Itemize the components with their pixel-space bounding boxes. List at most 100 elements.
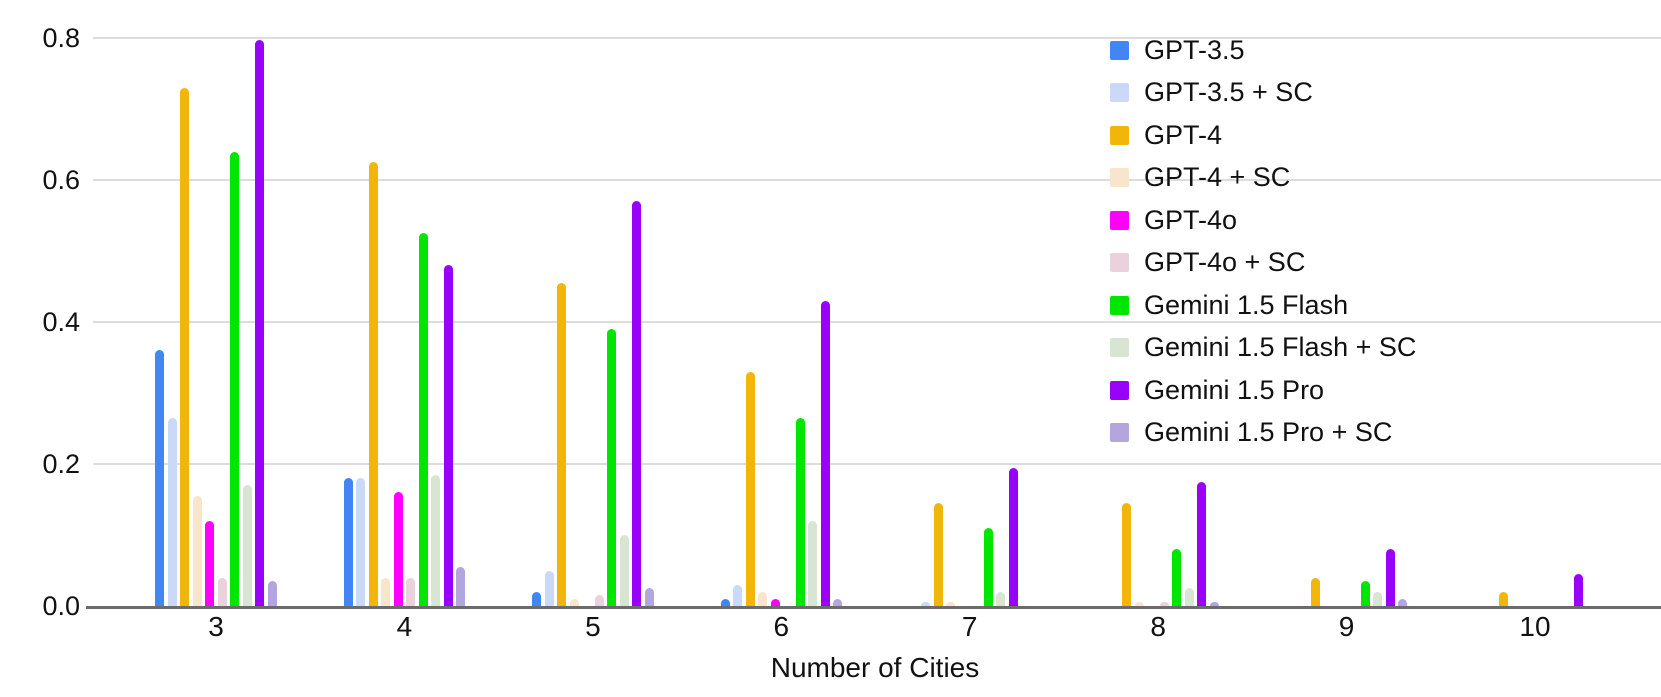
bar-gemini-1.5-pro-sc-cities-6[interactable] [833, 598, 843, 606]
bar-gemini-1.5-flash-cities-3[interactable] [230, 151, 240, 606]
x-tick-label-5: 5 [585, 611, 601, 642]
bar-gemini-1.5-pro-sc-cities-5[interactable] [644, 588, 654, 606]
bar-gpt-4o-sc-cities-3[interactable] [217, 577, 227, 606]
bar-gpt-4-sc-cities-7[interactable] [946, 602, 956, 606]
legend-item-gpt-3.5[interactable]: GPT-3.5 [1110, 34, 1416, 65]
bar-gpt-4o-sc-cities-4[interactable] [406, 577, 416, 606]
legend-item-gemini-1.5-pro-sc[interactable]: Gemini 1.5 Pro + SC [1110, 417, 1416, 447]
bar-gpt-3.5-sc-cities-7[interactable] [921, 602, 931, 606]
bar-gpt-4-sc-cities-4[interactable] [381, 577, 391, 606]
bar-gemini-1.5-flash-cities-4[interactable] [418, 233, 428, 606]
bar-gpt-4-cities-5[interactable] [557, 282, 567, 606]
legend-label-gpt-3.5: GPT-3.5 [1144, 34, 1245, 65]
legend-swatch-gemini-1.5-flash-sc [1110, 338, 1129, 357]
legend-swatch-gpt-3.5 [1110, 40, 1129, 60]
bar-gpt-4o-cities-6[interactable] [770, 598, 780, 606]
legend-label-gpt-4-sc: GPT-4 + SC [1144, 162, 1291, 192]
bar-gpt-3.5-sc-cities-5[interactable] [544, 570, 554, 606]
bar-gemini-1.5-pro-sc-cities-9[interactable] [1398, 598, 1408, 606]
bar-gpt-4o-sc-cities-5[interactable] [594, 595, 604, 606]
bar-gemini-1.5-flash-cities-5[interactable] [607, 329, 617, 606]
bar-gemini-1.5-pro-cities-4[interactable] [443, 265, 453, 606]
y-tick-label-0.6: 0.6 [42, 165, 80, 195]
legend-swatch-gpt-4-sc [1110, 168, 1129, 187]
gridline-0.2 [93, 463, 1661, 465]
bar-gemini-1.5-pro-cities-6[interactable] [820, 300, 830, 606]
x-tick-label-4: 4 [396, 611, 413, 642]
bar-gemini-1.5-pro-cities-5[interactable] [632, 201, 642, 606]
legend-swatch-gpt-3.5-sc [1110, 83, 1129, 102]
x-tick-label-10: 10 [1519, 611, 1551, 642]
bar-gemini-1.5-flash-sc-cities-5[interactable] [619, 535, 629, 606]
bar-gpt-3.5-sc-cities-4[interactable] [356, 478, 366, 606]
x-tick-label-8: 8 [1150, 611, 1166, 642]
bar-gpt-4o-sc-cities-8[interactable] [1159, 602, 1169, 606]
legend-item-gpt-3.5-sc[interactable]: GPT-3.5 + SC [1110, 77, 1416, 107]
legend-swatch-gemini-1.5-flash [1110, 295, 1129, 315]
bar-gemini-1.5-flash-sc-cities-8[interactable] [1184, 588, 1194, 606]
legend-item-gemini-1.5-flash[interactable]: Gemini 1.5 Flash [1110, 289, 1416, 320]
bar-gemini-1.5-flash-sc-cities-9[interactable] [1373, 591, 1383, 606]
bar-gpt-4-sc-cities-3[interactable] [192, 495, 202, 606]
bar-gemini-1.5-flash-cities-9[interactable] [1360, 581, 1370, 606]
legend-swatch-gemini-1.5-pro [1110, 380, 1129, 400]
x-tick-label-6: 6 [773, 611, 790, 642]
bar-gpt-4-sc-cities-5[interactable] [569, 598, 579, 606]
bar-gemini-1.5-pro-cities-7[interactable] [1008, 467, 1018, 606]
bar-gemini-1.5-flash-sc-cities-4[interactable] [431, 474, 441, 606]
bar-gpt-4-cities-10[interactable] [1499, 591, 1509, 606]
bar-gemini-1.5-pro-sc-cities-4[interactable] [456, 566, 466, 606]
bar-gpt-4-cities-8[interactable] [1122, 503, 1132, 606]
legend-item-gpt-4-sc[interactable]: GPT-4 + SC [1110, 162, 1416, 192]
x-tick-label-7: 7 [961, 611, 978, 642]
legend-item-gpt-4[interactable]: GPT-4 [1110, 120, 1416, 150]
bar-gemini-1.5-flash-cities-8[interactable] [1172, 549, 1182, 606]
legend-label-gemini-1.5-flash: Gemini 1.5 Flash [1144, 289, 1349, 320]
legend-swatch-gemini-1.5-pro-sc [1110, 423, 1129, 442]
bar-gpt-4o-cities-3[interactable] [205, 520, 215, 606]
bar-gpt-3.5-sc-cities-6[interactable] [733, 584, 743, 606]
legend-item-gpt-4o[interactable]: GPT-4o [1110, 204, 1416, 235]
bar-gpt-4-cities-7[interactable] [933, 503, 943, 606]
legend-swatch-gpt-4 [1110, 125, 1129, 145]
bar-gemini-1.5-flash-sc-cities-3[interactable] [242, 485, 252, 606]
y-tick-label-0.4: 0.4 [42, 307, 80, 337]
bar-gpt-4-sc-cities-6[interactable] [758, 591, 768, 606]
y-tick-label-0.8: 0.8 [42, 23, 80, 53]
legend-item-gpt-4o-sc[interactable]: GPT-4o + SC [1110, 247, 1416, 277]
bar-gemini-1.5-flash-cities-7[interactable] [983, 527, 993, 606]
y-tick-label-0.2: 0.2 [42, 449, 80, 479]
bar-gemini-1.5-pro-cities-9[interactable] [1385, 549, 1395, 606]
bar-gpt-4o-cities-4[interactable] [393, 492, 403, 606]
bar-gpt-3.5-cities-4[interactable] [343, 478, 353, 606]
gridline-0.4 [93, 321, 1661, 323]
x-axis-title: Number of Cities [770, 652, 980, 683]
bar-gemini-1.5-flash-sc-cities-7[interactable] [996, 591, 1006, 606]
bar-gpt-3.5-cities-3[interactable] [155, 350, 165, 606]
bar-gemini-1.5-pro-cities-10[interactable] [1574, 574, 1584, 606]
legend-label-gpt-3.5-sc: GPT-3.5 + SC [1144, 77, 1313, 107]
bar-gpt-4-cities-3[interactable] [180, 87, 190, 606]
bar-gemini-1.5-flash-cities-6[interactable] [795, 417, 805, 606]
bar-gemini-1.5-pro-sc-cities-8[interactable] [1209, 602, 1219, 606]
bar-gpt-4-cities-6[interactable] [745, 371, 755, 606]
bar-gpt-4-cities-9[interactable] [1310, 577, 1320, 606]
bar-gemini-1.5-flash-sc-cities-6[interactable] [808, 520, 818, 606]
x-axis-line [86, 606, 1661, 609]
bar-gpt-3.5-sc-cities-3[interactable] [167, 417, 177, 606]
legend-item-gemini-1.5-flash-sc[interactable]: Gemini 1.5 Flash + SC [1110, 332, 1417, 362]
bar-gemini-1.5-pro-cities-8[interactable] [1197, 481, 1207, 606]
bar-gemini-1.5-pro-cities-3[interactable] [255, 40, 265, 606]
legend-label-gpt-4o: GPT-4o [1144, 204, 1238, 235]
x-tick-label-3: 3 [208, 611, 224, 642]
bar-gpt-4-sc-cities-8[interactable] [1134, 602, 1144, 606]
bar-gpt-4-cities-4[interactable] [368, 162, 378, 606]
bar-gpt-3.5-cities-6[interactable] [720, 598, 730, 606]
bar-gemini-1.5-pro-sc-cities-3[interactable] [267, 581, 277, 606]
bar-gpt-3.5-cities-5[interactable] [532, 591, 542, 606]
legend-item-gemini-1.5-pro[interactable]: Gemini 1.5 Pro [1110, 375, 1416, 405]
legend-label-gemini-1.5-flash-sc: Gemini 1.5 Flash + SC [1144, 332, 1417, 362]
gridline-0.6 [93, 179, 1661, 181]
legend: GPT-3.5 GPT-3.5 + SC GPT-4 GPT-4 + SC GPT-4o… [1110, 34, 1417, 461]
